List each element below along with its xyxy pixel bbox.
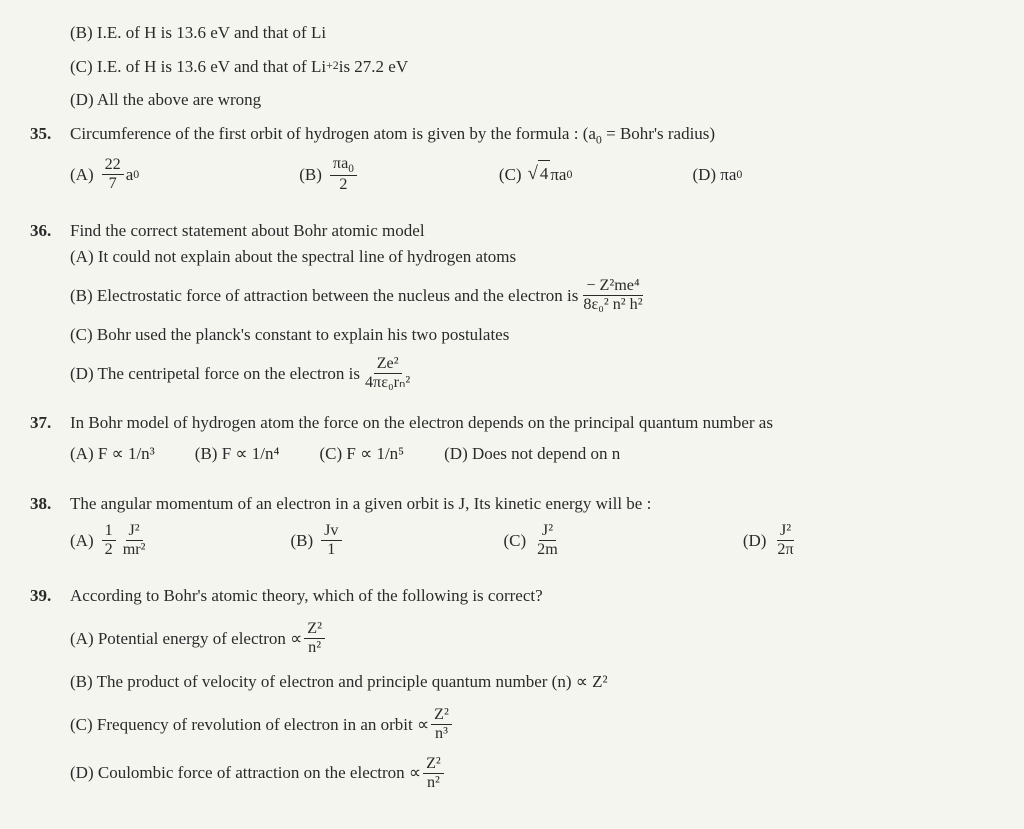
question-text: Circumference of the first orbit of hydr… (70, 121, 994, 149)
question-number: 35. (30, 121, 70, 147)
option-b: (B) Electrostatic force of attraction be… (70, 277, 994, 314)
option-a: (A) Potential energy of electron ∝ Z²n² (70, 620, 994, 657)
question-text: In Bohr model of hydrogen atom the force… (70, 410, 994, 436)
option-a: (A) 227 a0 (70, 155, 139, 194)
question-39: 39. According to Bohr's atomic theory, w… (30, 583, 994, 792)
option-c: (C) J²2m (504, 522, 563, 559)
question-text: According to Bohr's atomic theory, which… (70, 583, 994, 609)
question-number: 38. (30, 491, 70, 517)
option-c: (C) F ∝ 1/n⁵ (319, 441, 404, 467)
question-number: 37. (30, 410, 70, 436)
option-text: (B) I.E. of H is 13.6 eV and that of Li (70, 20, 326, 46)
option-c: (C) √4 πa0 (499, 155, 573, 194)
option-d: (D) Coulombic force of attraction on the… (70, 755, 994, 792)
option-b: (B) F ∝ 1/n⁴ (195, 441, 280, 467)
question-text: The angular momentum of an electron in a… (70, 491, 994, 517)
option-text-tail: is 27.2 eV (339, 54, 408, 80)
question-38: 38. The angular momentum of an electron … (30, 491, 994, 565)
option-c: (C) Bohr used the planck's constant to e… (70, 322, 994, 348)
option-text: (D) All the above are wrong (70, 87, 261, 113)
option-a: (A) F ∝ 1/n³ (70, 441, 155, 467)
question-36: 36. Find the correct statement about Boh… (30, 218, 994, 392)
option-c: (C) Frequency of revolution of electron … (70, 706, 994, 743)
question-37: 37. In Bohr model of hydrogen atom the f… (30, 410, 994, 473)
question-text: Find the correct statement about Bohr at… (70, 218, 994, 244)
partial-option-d: (D) All the above are wrong (70, 87, 994, 113)
partial-option-b: (B) I.E. of H is 13.6 eV and that of Li (70, 20, 994, 46)
option-d: (D) πa0 (692, 155, 742, 194)
option-text: (C) I.E. of H is 13.6 eV and that of Li (70, 54, 326, 80)
option-d: (D) The centripetal force on the electro… (70, 355, 994, 392)
question-number: 39. (30, 583, 70, 609)
option-b: (B) πa02 (299, 155, 359, 194)
option-a: (A) 12 J²mr² (70, 522, 150, 559)
partial-option-c: (C) I.E. of H is 13.6 eV and that of Li+… (70, 54, 994, 80)
option-a: (A) It could not explain about the spect… (70, 244, 994, 270)
option-b: (B) The product of velocity of electron … (70, 669, 994, 695)
superscript: +2 (326, 57, 339, 75)
option-d: (D) Does not depend on n (444, 441, 620, 467)
question-number: 36. (30, 218, 70, 244)
question-35: 35. Circumference of the first orbit of … (30, 121, 994, 201)
option-d: (D) J²2π (743, 522, 799, 559)
option-b: (B) Jv1 (290, 522, 343, 559)
